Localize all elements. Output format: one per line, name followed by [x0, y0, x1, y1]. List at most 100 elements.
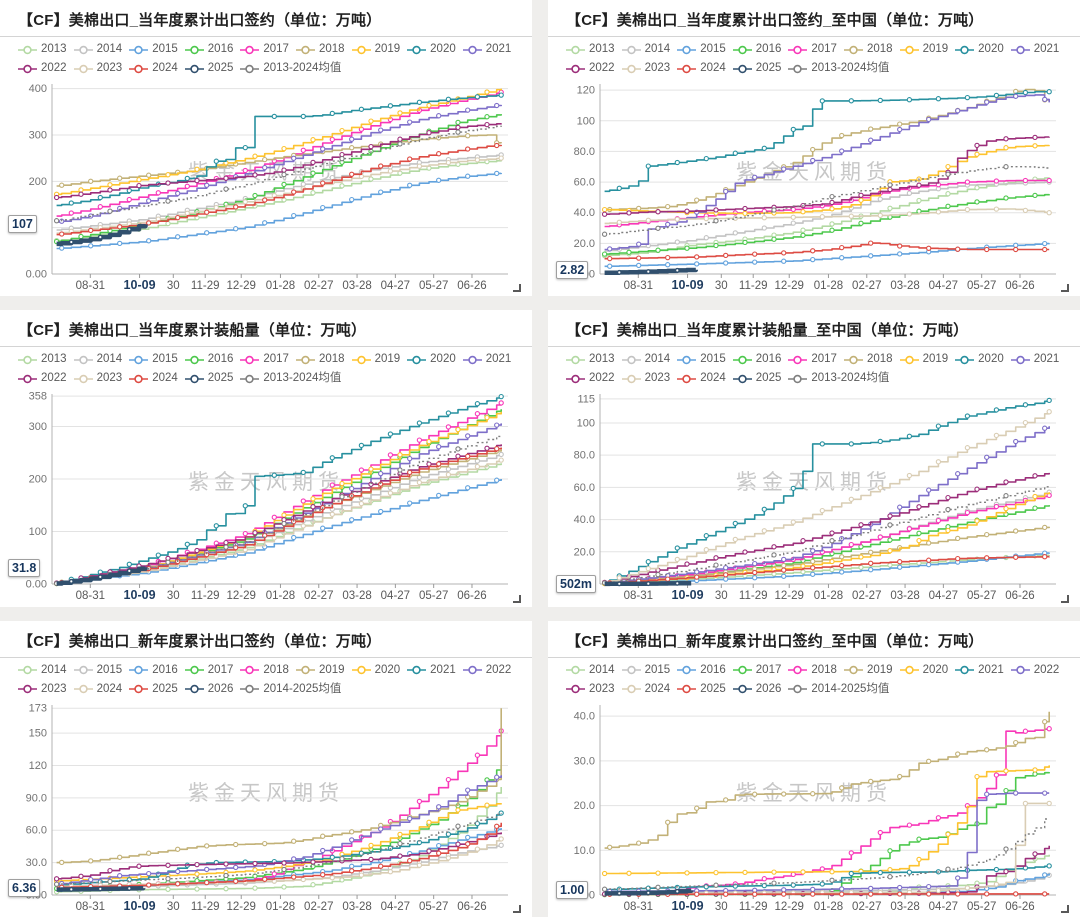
- legend-item-2021[interactable]: 2021: [953, 663, 1009, 678]
- legend-item-2025[interactable]: 2025: [183, 61, 239, 76]
- legend-item-2022[interactable]: 2022: [1009, 663, 1065, 678]
- legend-item-2019[interactable]: 2019: [350, 42, 406, 57]
- legend-item-2019[interactable]: 2019: [350, 352, 406, 367]
- legend-item-2025[interactable]: 2025: [127, 682, 183, 697]
- chart-plot-area[interactable]: 紫金天风期货 400 300 200 0.00 08-31 10-09 30 11-29 12-…: [8, 78, 524, 294]
- legend-item-2013-2024均值[interactable]: 2013-2024均值: [786, 61, 894, 76]
- legend-item-2019[interactable]: 2019: [294, 663, 350, 678]
- chart-canvas[interactable]: 358 300 200 100 0.00 08-31 10-09 30 11-29 12-29 01…: [8, 388, 524, 604]
- legend-item-2016[interactable]: 2016: [183, 352, 239, 367]
- chart-canvas[interactable]: 40.030.020.010.00.0008-3110-093011-2912-…: [556, 699, 1072, 915]
- legend-item-2013-2024均值[interactable]: 2013-2024均值: [786, 371, 894, 386]
- chart-canvas[interactable]: 12010080.060.040.020.00.0008-3110-093011…: [556, 78, 1072, 294]
- legend-item-2017[interactable]: 2017: [238, 42, 294, 57]
- legend-item-2020[interactable]: 2020: [350, 663, 406, 678]
- legend-item-2016[interactable]: 2016: [731, 352, 787, 367]
- legend-item-2024[interactable]: 2024: [72, 682, 128, 697]
- legend-item-2023[interactable]: 2023: [72, 371, 128, 386]
- legend-item-2017[interactable]: 2017: [786, 42, 842, 57]
- legend-item-2014[interactable]: 2014: [72, 42, 128, 57]
- legend-item-2026[interactable]: 2026: [731, 682, 787, 697]
- legend-item-2019[interactable]: 2019: [898, 352, 954, 367]
- legend-item-2019[interactable]: 2019: [898, 42, 954, 57]
- legend-item-2021[interactable]: 2021: [1009, 352, 1065, 367]
- legend-item-2015[interactable]: 2015: [675, 352, 731, 367]
- chart-canvas[interactable]: 11510080.060.040.020.00.0008-3110-093011…: [556, 388, 1072, 604]
- legend-item-2018[interactable]: 2018: [238, 663, 294, 678]
- chart-canvas[interactable]: 400 300 200 0.00 08-31 10-09 30 11-29 12-29 01-28…: [8, 78, 524, 294]
- legend-item-2020[interactable]: 2020: [405, 352, 461, 367]
- legend-item-2018[interactable]: 2018: [842, 42, 898, 57]
- legend-item-2022[interactable]: 2022: [16, 61, 72, 76]
- legend-item-2016[interactable]: 2016: [127, 663, 183, 678]
- legend-item-2015[interactable]: 2015: [675, 42, 731, 57]
- legend-item-2017[interactable]: 2017: [786, 352, 842, 367]
- legend-item-2014[interactable]: 2014: [72, 352, 128, 367]
- legend-item-2014[interactable]: 2014: [564, 663, 620, 678]
- legend-item-2023[interactable]: 2023: [620, 61, 676, 76]
- legend-item-2017[interactable]: 2017: [238, 352, 294, 367]
- legend-item-2018[interactable]: 2018: [786, 663, 842, 678]
- legend-item-2013[interactable]: 2013: [16, 352, 72, 367]
- legend-item-2022[interactable]: 2022: [16, 371, 72, 386]
- legend-item-2021[interactable]: 2021: [461, 352, 517, 367]
- legend-item-2019[interactable]: 2019: [842, 663, 898, 678]
- legend-item-2013-2024均值[interactable]: 2013-2024均值: [238, 371, 346, 386]
- legend-item-2021[interactable]: 2021: [461, 42, 517, 57]
- legend-item-2014[interactable]: 2014: [16, 663, 72, 678]
- chart-plot-area[interactable]: 紫金天风期货 12010080.060.040.020.00.0008-3110…: [556, 78, 1072, 294]
- legend-item-2024[interactable]: 2024: [675, 371, 731, 386]
- legend-item-2024[interactable]: 2024: [620, 682, 676, 697]
- legend-item-2014-2025均值[interactable]: 2014-2025均值: [238, 682, 346, 697]
- legend-item-2017[interactable]: 2017: [731, 663, 787, 678]
- legend-item-2023[interactable]: 2023: [72, 61, 128, 76]
- legend-item-2020[interactable]: 2020: [953, 42, 1009, 57]
- chart-plot-area[interactable]: 紫金天风期货 11510080.060.040.020.00.0008-3110…: [556, 388, 1072, 604]
- legend-item-2022[interactable]: 2022: [461, 663, 517, 678]
- legend-item-2013[interactable]: 2013: [564, 42, 620, 57]
- legend-item-2021[interactable]: 2021: [405, 663, 461, 678]
- resize-handle-icon[interactable]: [1061, 905, 1069, 913]
- legend-item-2014[interactable]: 2014: [620, 352, 676, 367]
- resize-handle-icon[interactable]: [1061, 284, 1069, 293]
- legend-item-2021[interactable]: 2021: [1009, 42, 1065, 57]
- legend-item-2020[interactable]: 2020: [953, 352, 1009, 367]
- chart-plot-area[interactable]: 紫金天风期货 40.030.020.010.00.0008-3110-09301…: [556, 699, 1072, 915]
- legend-item-2013[interactable]: 2013: [16, 42, 72, 57]
- legend-item-2025[interactable]: 2025: [675, 682, 731, 697]
- chart-plot-area[interactable]: 紫金天风期货 358 300 200 100 0.00 08-31 10-09 30 11-29…: [8, 388, 524, 604]
- legend-item-2018[interactable]: 2018: [842, 352, 898, 367]
- legend-item-2022[interactable]: 2022: [564, 61, 620, 76]
- legend-item-2025[interactable]: 2025: [183, 371, 239, 386]
- legend-item-2014-2025均值[interactable]: 2014-2025均值: [786, 682, 894, 697]
- legend-item-2024[interactable]: 2024: [127, 371, 183, 386]
- legend-item-2023[interactable]: 2023: [620, 371, 676, 386]
- legend-item-2023[interactable]: 2023: [16, 682, 72, 697]
- legend-item-2025[interactable]: 2025: [731, 61, 787, 76]
- legend-item-2025[interactable]: 2025: [731, 371, 787, 386]
- legend-item-2015[interactable]: 2015: [127, 42, 183, 57]
- legend-item-2017[interactable]: 2017: [183, 663, 239, 678]
- legend-item-2026[interactable]: 2026: [183, 682, 239, 697]
- legend-item-2022[interactable]: 2022: [564, 371, 620, 386]
- chart-plot-area[interactable]: 紫金天风期货 17315012090.060.030.00.0008-3110-…: [8, 699, 524, 915]
- legend-item-2024[interactable]: 2024: [127, 61, 183, 76]
- resize-handle-icon[interactable]: [513, 594, 521, 603]
- legend-item-2015[interactable]: 2015: [127, 352, 183, 367]
- legend-item-2018[interactable]: 2018: [294, 42, 350, 57]
- chart-canvas[interactable]: 17315012090.060.030.00.0008-3110-093011-…: [8, 699, 524, 915]
- resize-handle-icon[interactable]: [513, 284, 521, 293]
- legend-item-2015[interactable]: 2015: [72, 663, 128, 678]
- legend-item-2014[interactable]: 2014: [620, 42, 676, 57]
- legend-item-2015[interactable]: 2015: [620, 663, 676, 678]
- legend-item-2016[interactable]: 2016: [731, 42, 787, 57]
- legend-item-2016[interactable]: 2016: [675, 663, 731, 678]
- legend-item-2013-2024均值[interactable]: 2013-2024均值: [238, 61, 346, 76]
- legend-item-2013[interactable]: 2013: [564, 352, 620, 367]
- resize-handle-icon[interactable]: [513, 905, 521, 913]
- resize-handle-icon[interactable]: [1061, 594, 1069, 603]
- legend-item-2023[interactable]: 2023: [564, 682, 620, 697]
- legend-item-2018[interactable]: 2018: [294, 352, 350, 367]
- legend-item-2024[interactable]: 2024: [675, 61, 731, 76]
- legend-item-2020[interactable]: 2020: [405, 42, 461, 57]
